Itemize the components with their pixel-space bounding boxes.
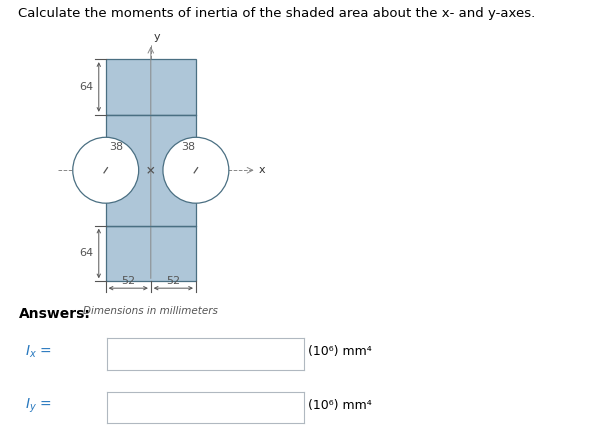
Text: (10⁶) mm⁴: (10⁶) mm⁴	[308, 399, 371, 412]
Polygon shape	[106, 59, 196, 115]
Text: Dimensions in millimeters: Dimensions in millimeters	[83, 306, 218, 315]
Text: 38: 38	[181, 142, 195, 152]
Text: i: i	[93, 401, 97, 414]
Circle shape	[163, 137, 229, 203]
Text: $I_y$ =: $I_y$ =	[25, 396, 52, 414]
Text: 64: 64	[79, 249, 94, 258]
Text: 52: 52	[121, 276, 136, 286]
Text: y: y	[153, 32, 160, 42]
Text: x: x	[258, 165, 265, 175]
Text: 52: 52	[166, 276, 180, 286]
Text: $I_x$ =: $I_x$ =	[25, 344, 52, 360]
Text: i: i	[93, 347, 97, 361]
Text: Answers:: Answers:	[18, 307, 91, 321]
Text: 64: 64	[79, 82, 94, 92]
Text: (10⁶) mm⁴: (10⁶) mm⁴	[308, 345, 371, 358]
Polygon shape	[106, 115, 196, 226]
Polygon shape	[106, 226, 196, 281]
Text: 38: 38	[109, 142, 123, 152]
Circle shape	[73, 137, 139, 203]
Text: Calculate the moments of inertia of the shaded area about the x- and y-axes.: Calculate the moments of inertia of the …	[18, 7, 536, 20]
